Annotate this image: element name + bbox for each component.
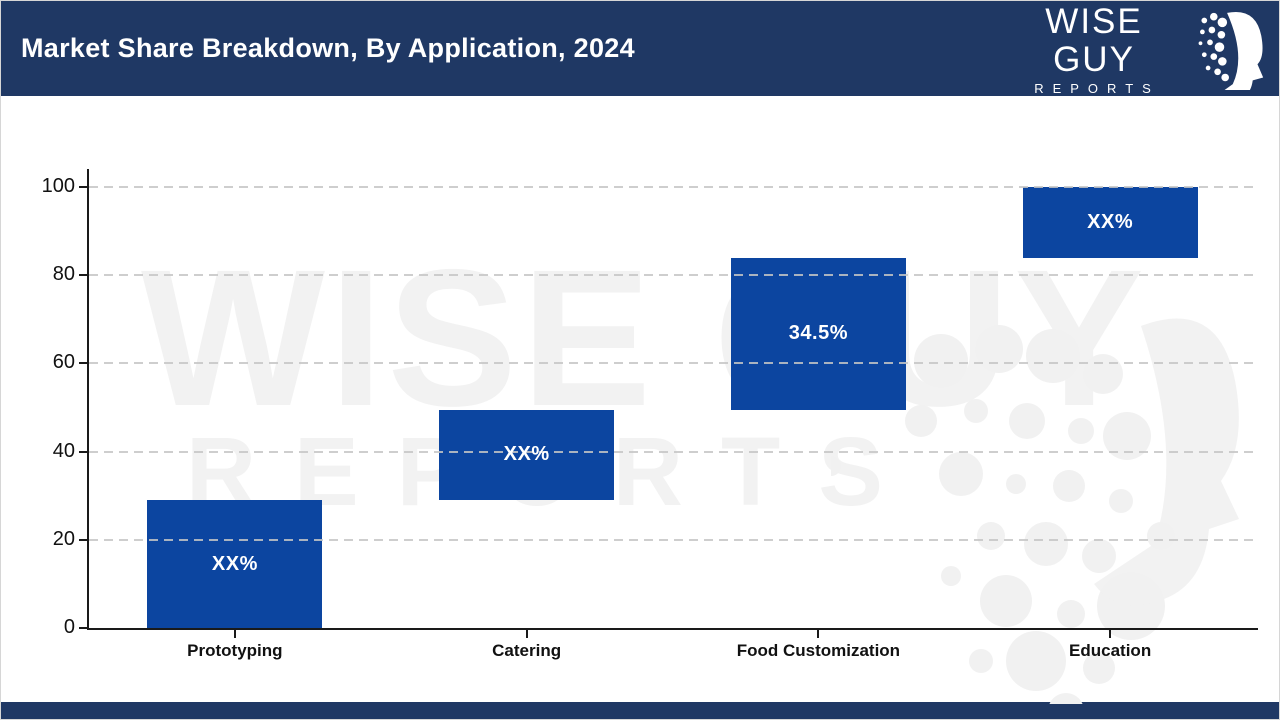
x-axis-line [87, 628, 1258, 630]
bar-value-label: XX% [211, 552, 258, 575]
y-tick-label: 20 [52, 527, 75, 550]
watermark-head-dots [831, 318, 1239, 704]
x-category-label: Catering [492, 641, 562, 660]
y-tick-label: 40 [52, 439, 75, 462]
bar-value-label: XX% [503, 443, 550, 466]
bar-education [1022, 187, 1198, 258]
x-category-label: Prototyping [187, 641, 283, 660]
bar-catering [439, 409, 615, 501]
header-bar: Market Share Breakdown, By Application, … [1, 1, 1279, 96]
watermark-line1: WISE GUY [141, 229, 1149, 447]
footer-bar [1, 702, 1279, 719]
chart-title: Market Share Breakdown, By Application, … [21, 33, 635, 63]
y-tick-label: 80 [52, 263, 75, 286]
logo-text: WISE GUY REPORTS [1001, 1, 1187, 96]
bar-prototyping [147, 500, 323, 628]
bar-value-label: XX% [1087, 210, 1134, 233]
y-tick-label: 0 [63, 616, 75, 638]
bar-food-customization [730, 257, 906, 410]
y-tick-label: 100 [41, 175, 75, 197]
y-tick-label: 60 [52, 351, 75, 374]
x-category-label: Food Customization [736, 641, 901, 660]
watermark: WISE GUY REPORTS [1, 96, 1279, 704]
logo-subtext: REPORTS [1034, 80, 1160, 96]
x-category-label: Education [1069, 641, 1152, 660]
logo-wordmark: WISE GUY [1045, 1, 1143, 79]
watermark-line2: REPORTS [186, 417, 921, 526]
bar-value-label: 34.5% [788, 322, 848, 345]
wise-guy-logo: WISE GUY REPORTS [1001, 2, 1267, 96]
y-axis-line [87, 169, 89, 630]
logo-head-icon [1198, 12, 1264, 90]
